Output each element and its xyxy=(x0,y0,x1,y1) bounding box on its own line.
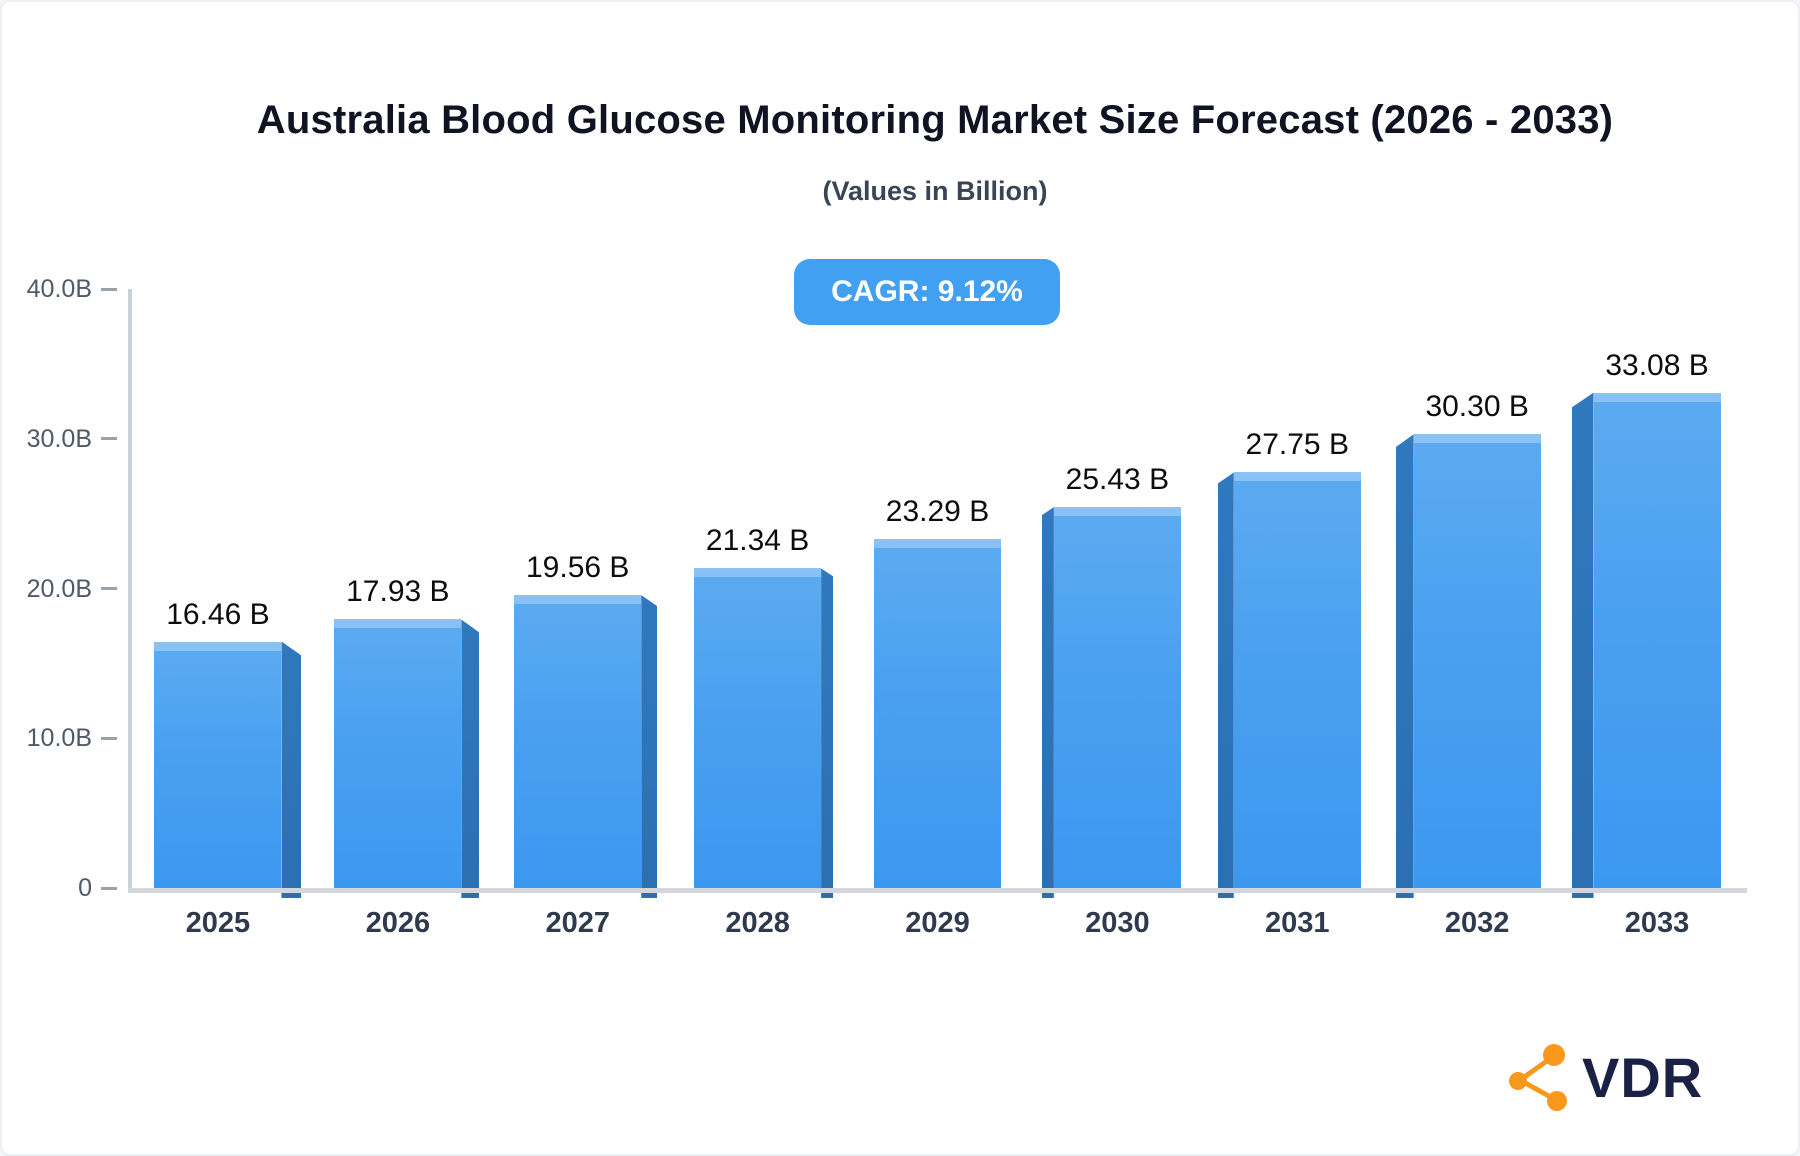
bar-2032 xyxy=(1413,434,1541,888)
bar-side-2028 xyxy=(821,568,834,898)
bar-side-2030 xyxy=(1041,507,1054,898)
bar-value-label: 27.75 B xyxy=(1245,428,1349,462)
y-axis-line xyxy=(128,289,132,890)
y-axis-tick-label: 0 xyxy=(78,874,92,902)
chart-title: Australia Blood Glucose Monitoring Marke… xyxy=(256,98,1614,142)
bar-side-2033 xyxy=(1571,392,1594,898)
y-axis-tick-label: 30.0B xyxy=(26,424,92,453)
bar-side-2032 xyxy=(1395,434,1414,898)
x-axis-year-label: 2027 xyxy=(545,907,610,939)
bar-value-label: 19.56 B xyxy=(526,551,630,585)
bar-2026 xyxy=(334,619,462,888)
bar-value-label: 16.46 B xyxy=(166,597,270,631)
bar-side-2025 xyxy=(281,641,302,898)
vdr-logo: VDR xyxy=(1504,1042,1703,1114)
x-axis-year-label: 2031 xyxy=(1265,907,1330,939)
y-axis-tick-mark xyxy=(101,886,117,890)
x-axis-year-label: 2025 xyxy=(185,907,251,939)
bar-value-label: 33.08 B xyxy=(1605,348,1709,382)
bar-2030 xyxy=(1053,507,1181,888)
x-axis-year-label: 2029 xyxy=(905,907,970,939)
y-axis-tick-mark xyxy=(101,736,117,740)
bar-2027 xyxy=(514,595,642,888)
y-axis-tick-label: 40.0B xyxy=(26,275,92,303)
share-network-icon xyxy=(1509,1044,1567,1111)
x-axis-year-label: 2033 xyxy=(1624,907,1690,939)
x-axis-year-label: 2026 xyxy=(365,907,431,939)
x-axis-year-label: 2032 xyxy=(1444,907,1510,939)
bar-value-label: 17.93 B xyxy=(346,575,450,609)
x-axis-line xyxy=(128,888,1747,893)
x-axis-year-label: 2028 xyxy=(725,907,790,939)
bar-side-2031 xyxy=(1217,472,1234,898)
x-axis-year-label: 2030 xyxy=(1085,907,1150,939)
bar-value-label: 30.30 B xyxy=(1425,390,1529,424)
chart-subtitle: (Values in Billion) xyxy=(822,176,1048,206)
y-axis-tick-label: 20.0B xyxy=(26,574,92,603)
bar-2033 xyxy=(1593,392,1721,888)
cagr-badge: CAGR: 9.12% xyxy=(794,259,1060,325)
bar-side-2026 xyxy=(461,619,480,898)
bar-value-label: 23.29 B xyxy=(885,495,990,529)
y-axis-tick-mark xyxy=(101,287,117,291)
logo-text: VDR xyxy=(1582,1046,1704,1109)
bar-2029 xyxy=(874,539,1001,888)
y-axis-tick-label: 10.0B xyxy=(26,724,92,753)
y-axis-tick-mark xyxy=(101,587,117,590)
y-axis-tick-mark xyxy=(101,437,117,441)
bar-value-label: 21.34 B xyxy=(705,524,810,558)
bar-value-label: 25.43 B xyxy=(1065,463,1170,497)
bar-2025 xyxy=(154,641,282,888)
bar-2031 xyxy=(1233,472,1361,888)
bar-2028 xyxy=(694,568,822,888)
bar-side-2027 xyxy=(641,595,658,898)
